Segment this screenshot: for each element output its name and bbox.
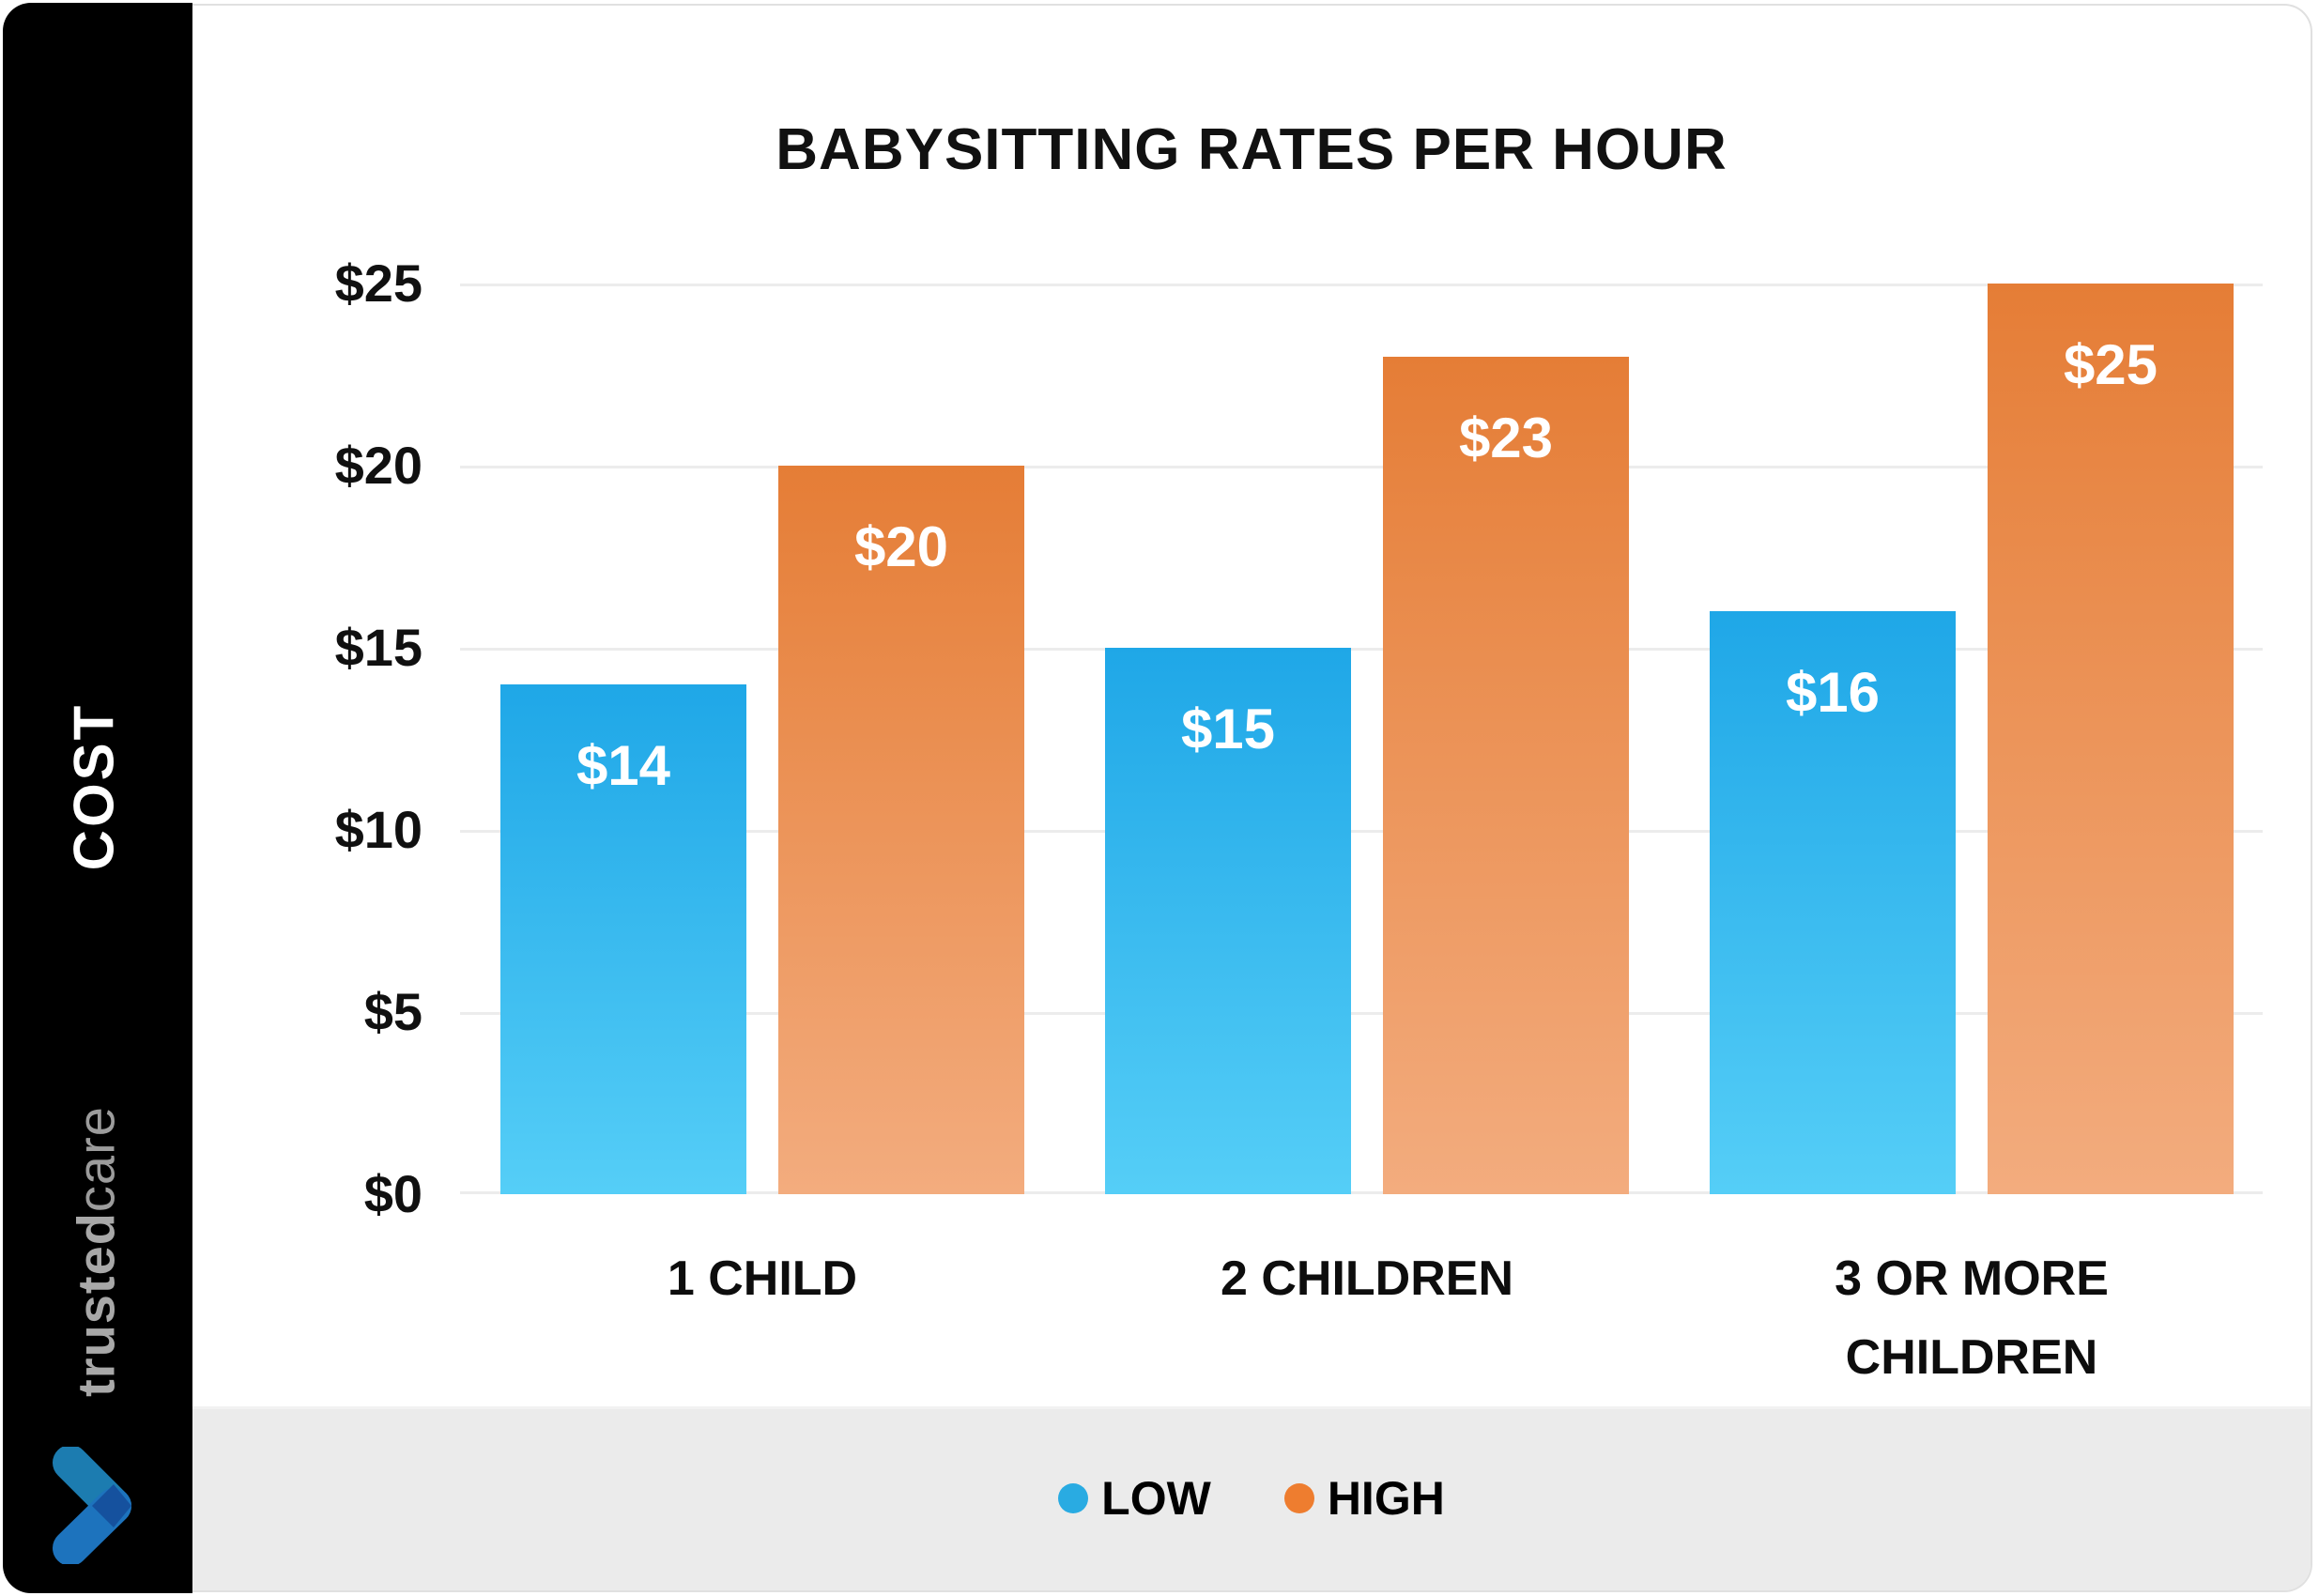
legend-item-low: LOW	[1058, 1471, 1211, 1526]
legend-dot-high-icon	[1283, 1483, 1314, 1513]
bar-low-2-children: $15	[1105, 648, 1351, 1194]
gridline--0	[460, 1191, 2263, 1194]
bar-low-3-or-more-children: $16	[1710, 611, 1956, 1194]
x-axis-label-2-children: 2 CHILDREN	[1220, 1251, 1514, 1306]
trustedcare-chevron-logo-icon	[53, 1447, 131, 1564]
gridline--20	[460, 466, 2263, 468]
legend-item-high: HIGH	[1283, 1471, 1445, 1526]
sidebar: COST trustedcare	[3, 3, 192, 1593]
legend-label-high: HIGH	[1327, 1472, 1445, 1525]
logo-overlap-diamond	[92, 1484, 131, 1527]
plot-area: $14 $20 $15 $23 $16 $25	[460, 284, 2263, 1194]
y-axis-tick--25: $25	[334, 253, 422, 313]
bar-value-label: $14	[576, 733, 671, 797]
chart-card: BABYSITTING RATES PER HOUR $14 $20 $15 $23 $…	[192, 4, 2312, 1592]
bar-high-3-or-more-children: $25	[1988, 284, 2234, 1194]
legend-dot-low-icon	[1058, 1483, 1089, 1513]
cost-vertical-label: COST	[62, 702, 126, 871]
x-axis-label-1-child: 1 CHILD	[667, 1251, 858, 1306]
y-axis-tick--15: $15	[334, 618, 422, 677]
brand-trusted-text: trusted	[66, 1212, 126, 1397]
y-axis-tick--5: $5	[363, 982, 422, 1041]
bar-high-1-child: $20	[778, 466, 1024, 1194]
x-axis-label-3-or-more-children: 3 OR MORE CHILDREN	[1835, 1251, 2109, 1385]
y-axis-tick--10: $10	[334, 800, 422, 859]
bar-low-1-child: $14	[500, 683, 746, 1194]
gridline--15	[460, 648, 2263, 651]
gridline--10	[460, 830, 2263, 833]
brand-care-text: care	[66, 1106, 126, 1213]
legend-band: LOW HIGH	[192, 1406, 2311, 1590]
y-axis-tick--0: $0	[363, 1164, 422, 1223]
bar-value-label: $23	[1458, 406, 1554, 469]
legend: LOW HIGH	[192, 1409, 2311, 1526]
gridline--5	[460, 1012, 2263, 1015]
bar-value-label: $16	[1785, 661, 1881, 725]
legend-label-low: LOW	[1101, 1472, 1211, 1525]
brand-wordmark: trustedcare	[66, 1106, 127, 1397]
y-axis-tick--20: $20	[334, 436, 422, 495]
chart-title: BABYSITTING RATES PER HOUR	[776, 117, 1728, 182]
gridline--25	[460, 284, 2263, 286]
bar-value-label: $25	[2063, 333, 2158, 396]
bar-value-label: $15	[1180, 698, 1276, 760]
bar-value-label: $20	[853, 515, 949, 578]
bar-high-2-children: $23	[1383, 356, 1629, 1194]
